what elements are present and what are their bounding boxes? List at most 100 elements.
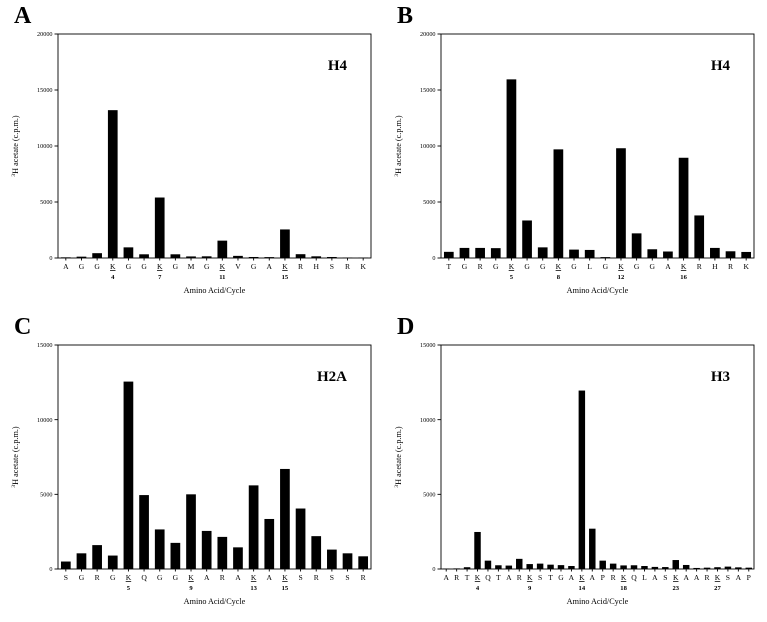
x-axis-title: Amino Acid/Cycle [567, 597, 629, 606]
amino-acid-label: R [454, 573, 460, 582]
panel-c: C 0 5000 10000 15000 S G R G K 5 Q G G K 9 A R A K 13 A K 15 S R… [0, 311, 383, 622]
amino-acid-label: K [621, 573, 627, 582]
y-tick-label: 0 [49, 255, 52, 262]
amino-acid-label: R [517, 573, 523, 582]
bar [248, 256, 259, 258]
amino-acid-label: A [683, 573, 689, 582]
bar [186, 494, 196, 569]
amino-acid-label: G [94, 262, 100, 271]
bar [735, 567, 742, 569]
amino-acid-label: T [548, 573, 553, 582]
bar [295, 254, 306, 258]
cycle-number-label: 15 [282, 274, 289, 281]
amino-acid-label: G [462, 262, 468, 271]
cycle-number-label: 4 [111, 274, 115, 281]
y-tick-label: 15000 [420, 87, 435, 94]
amino-acid-label: G [558, 573, 564, 582]
amino-acid-label: S [64, 573, 68, 582]
superscript-3: 3 [394, 485, 400, 488]
y-tick-label: 10000 [420, 417, 435, 424]
amino-acid-label: K [673, 573, 679, 582]
bar [547, 564, 554, 569]
amino-acid-label: P [747, 573, 751, 582]
y-tick-label: 20000 [37, 31, 52, 38]
bar [311, 256, 322, 258]
bar [201, 256, 212, 258]
cycle-number-label: 12 [618, 274, 625, 281]
bar [342, 553, 353, 569]
amino-acid-label: A [569, 573, 575, 582]
amino-acid-label: K [157, 262, 163, 271]
y-axis-title: 3H acetate (c.p.m.) [394, 115, 403, 176]
amino-acid-label: G [141, 262, 147, 271]
amino-acid-label: G [650, 262, 656, 271]
amino-acid-label: S [345, 573, 349, 582]
bar [154, 529, 165, 569]
amino-acid-label: K [188, 573, 194, 582]
y-tick-label: 5000 [423, 492, 435, 499]
cycle-number-label: 8 [557, 274, 561, 281]
bar [568, 566, 575, 569]
bar [107, 555, 118, 569]
x-axis-title: Amino Acid/Cycle [184, 286, 246, 295]
amino-acid-label: K [715, 573, 721, 582]
y-tick-label: 5000 [40, 199, 52, 206]
y-tick-label: 5000 [423, 199, 435, 206]
amino-acid-label: A [736, 573, 742, 582]
bar [170, 542, 181, 569]
bar [609, 563, 617, 569]
amino-acid-label: G [634, 262, 640, 271]
bar [600, 257, 611, 258]
amino-acid-label: G [493, 262, 499, 271]
bar [641, 566, 648, 569]
amino-acid-label: R [705, 573, 711, 582]
amino-acid-label: K [579, 573, 585, 582]
bar [495, 565, 502, 569]
amino-acid-label: L [642, 573, 647, 582]
bar [217, 536, 228, 569]
bar [484, 560, 492, 569]
bar [60, 257, 71, 258]
cycle-number-label: 18 [620, 585, 627, 592]
amino-acid-label: M [188, 262, 195, 271]
amino-acid-label: A [267, 573, 273, 582]
bar [264, 518, 275, 569]
bar [569, 249, 579, 258]
plot-frame [440, 33, 755, 259]
y-tick-label: 10000 [37, 143, 52, 150]
amino-acid-label: G [79, 573, 85, 582]
bar [76, 256, 87, 258]
amino-acid-label: A [267, 262, 273, 271]
histone-label: H4 [328, 58, 348, 74]
amino-acid-label: K [282, 573, 288, 582]
y-tick-label: 15000 [37, 342, 52, 349]
bar [264, 257, 275, 258]
amino-acid-label: R [220, 573, 226, 582]
bar [233, 255, 243, 258]
amino-acid-label: K [509, 262, 515, 271]
cycle-number-label: 16 [680, 274, 687, 281]
bar [741, 251, 752, 258]
y-axis-title-main: H acetate (c.p.m.) [11, 115, 20, 174]
y-axis-title-main: H acetate (c.p.m.) [394, 426, 403, 485]
bar [311, 536, 322, 569]
amino-acid-label: L [587, 262, 592, 271]
superscript-3: 3 [11, 485, 17, 488]
amino-acid-label: V [235, 262, 241, 271]
bar [522, 220, 532, 258]
amino-acid-label: A [204, 573, 210, 582]
amino-acid-label: G [79, 262, 85, 271]
amino-acid-label: H [712, 262, 718, 271]
bar [490, 248, 501, 258]
bar [578, 390, 586, 569]
bar [584, 249, 595, 258]
bar [620, 565, 627, 569]
bar [217, 240, 228, 258]
cycle-number-label: 23 [672, 585, 679, 592]
amino-acid-label: K [360, 262, 366, 271]
cycle-number-label: 9 [528, 585, 532, 592]
bar [693, 567, 700, 569]
amino-acid-label: R [728, 262, 734, 271]
